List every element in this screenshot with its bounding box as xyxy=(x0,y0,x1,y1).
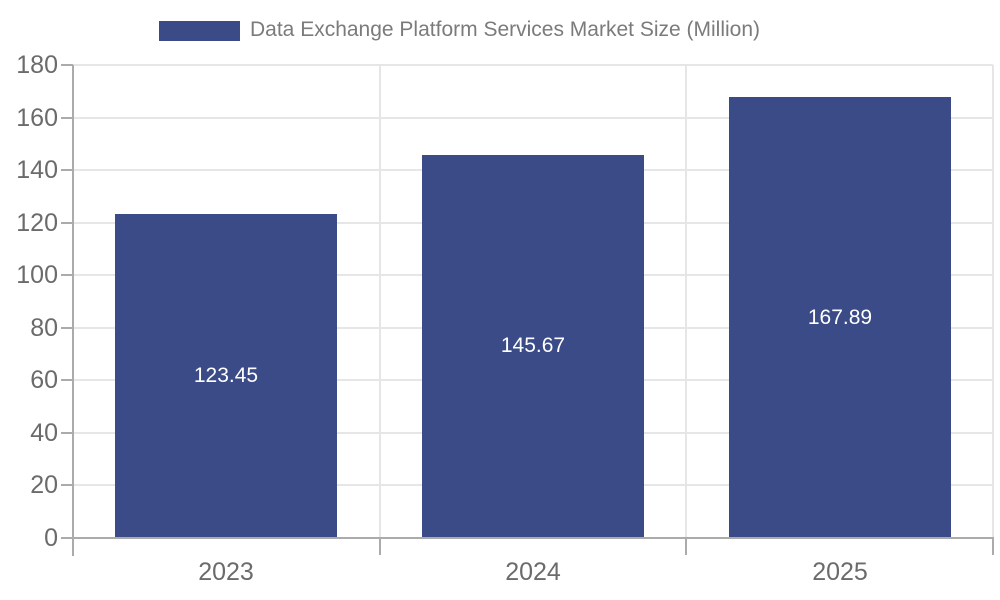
y-tick-label: 180 xyxy=(16,51,58,79)
bar-value-label: 123.45 xyxy=(193,364,259,387)
y-tick-mark xyxy=(61,537,73,539)
y-tick-label: 80 xyxy=(30,313,58,342)
x-gridline xyxy=(992,65,994,538)
y-axis-line xyxy=(72,65,74,556)
x-tick-label: 2024 xyxy=(505,558,561,586)
x-tick-mark xyxy=(685,537,687,555)
bar-value-label: 145.67 xyxy=(500,334,566,357)
y-tick-mark xyxy=(61,116,73,119)
y-tick-label: 0 xyxy=(44,524,58,552)
y-tick-label: 20 xyxy=(30,471,58,500)
y-tick-label: 60 xyxy=(30,366,58,395)
bar xyxy=(115,214,337,538)
y-gridline xyxy=(73,64,993,66)
y-tick-label: 100 xyxy=(16,261,58,290)
x-gridline xyxy=(685,65,687,538)
x-tick-mark xyxy=(992,537,994,555)
x-tick-label: 2025 xyxy=(812,558,868,586)
y-tick-mark xyxy=(61,274,73,277)
x-tick-label: 2023 xyxy=(198,558,254,586)
y-tick-label: 160 xyxy=(16,103,58,132)
bar xyxy=(729,97,951,538)
y-tick-mark xyxy=(61,431,73,434)
bar-value-label: 167.89 xyxy=(807,306,873,329)
x-axis-line xyxy=(73,537,993,539)
y-tick-mark xyxy=(61,379,73,382)
y-tick-mark xyxy=(61,326,73,329)
y-tick-label: 140 xyxy=(16,156,58,185)
y-gridline xyxy=(73,116,993,119)
legend-label: Data Exchange Platform Services Market S… xyxy=(250,18,761,41)
x-gridline xyxy=(379,65,381,538)
y-tick-mark xyxy=(61,221,73,224)
y-tick-mark xyxy=(61,484,73,487)
bar xyxy=(422,155,644,538)
y-tick-mark xyxy=(61,64,73,66)
y-tick-label: 120 xyxy=(16,208,58,237)
x-tick-mark xyxy=(379,537,381,555)
legend-swatch xyxy=(159,21,240,41)
plot-area: 123.45 145.67 167.89 xyxy=(73,64,994,538)
y-tick-mark xyxy=(61,169,73,172)
y-tick-label: 40 xyxy=(30,418,58,447)
